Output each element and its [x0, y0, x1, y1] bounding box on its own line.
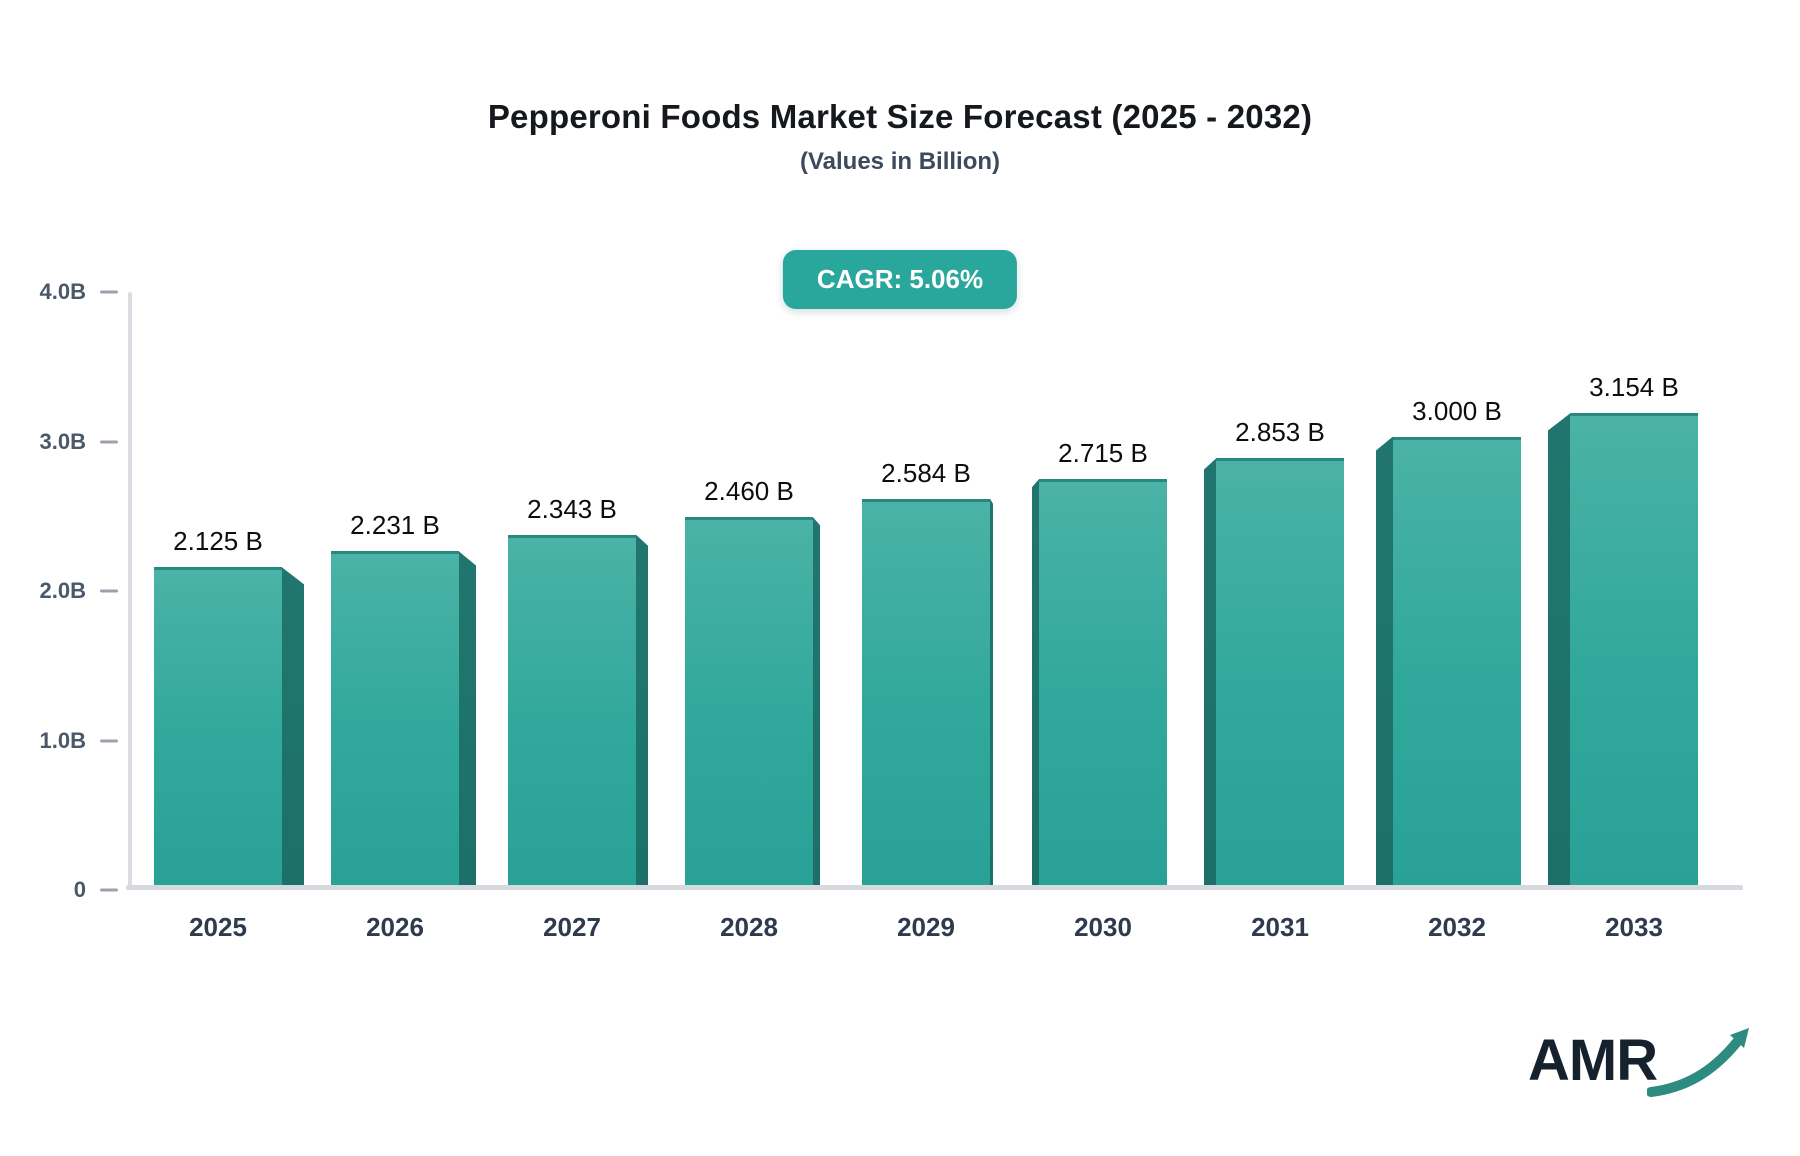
bar-front: [1216, 458, 1344, 885]
y-tick-label: 2.0B: [39, 578, 86, 603]
amr-logo: AMR: [1528, 1028, 1759, 1100]
bar-side: [1548, 413, 1570, 885]
y-tick: [100, 440, 118, 443]
bar-front: [154, 567, 282, 885]
bar-group: 2.460 B: [685, 476, 820, 885]
y-tick: [100, 589, 118, 593]
y-tick-label: 4.0B: [39, 279, 86, 304]
x-tick-label: 2030: [1074, 912, 1132, 942]
bar-side: [459, 551, 476, 885]
bar-side: [1376, 436, 1393, 885]
amr-logo-text: AMR: [1528, 1028, 1658, 1093]
y-tick: [100, 290, 118, 294]
x-tick-label: 2027: [543, 912, 601, 942]
chart-subtitle: (Values in Billion): [799, 148, 1001, 175]
bar-front: [862, 498, 990, 885]
y-axis-line: [128, 292, 132, 890]
growth-arrow-icon: [1647, 1028, 1750, 1097]
bar-front: [508, 534, 636, 885]
x-tick-label: 2028: [720, 912, 778, 942]
x-tick-label: 2029: [897, 912, 955, 942]
bar-front: [1393, 436, 1521, 885]
bar-group: 2.853 B: [1204, 417, 1344, 885]
plot-area: 0 1.0B 2.0B 3.0B 4.0B 2.125 B 2025 2.231 B 2026 2…: [40, 279, 1743, 942]
bar-side: [990, 498, 993, 885]
bar-value-label: 3.000 B: [1412, 395, 1502, 426]
y-tick-label: 1.0B: [39, 727, 86, 753]
bar-front: [331, 551, 459, 885]
y-tick-label: 0: [73, 877, 86, 902]
bar-side: [282, 567, 304, 885]
bar-front: [1570, 413, 1698, 885]
bar-group: 2.343 B: [508, 494, 648, 885]
x-axis-line: [126, 885, 1743, 890]
bar-value-label: 2.343 B: [527, 493, 617, 524]
bar-side: [813, 517, 820, 885]
bar-side: [1204, 458, 1216, 885]
bar-side: [636, 534, 648, 885]
x-tick-label: 2033: [1605, 912, 1663, 942]
bar-value-label: 2.853 B: [1235, 417, 1325, 448]
bar-side: [1032, 479, 1039, 885]
x-tick-label: 2026: [366, 912, 424, 942]
x-tick-label: 2032: [1428, 912, 1486, 942]
bar-value-label: 2.125 B: [173, 526, 263, 557]
bar-value-label: 2.584 B: [881, 457, 971, 488]
bar-group: 2.125 B: [154, 526, 304, 885]
bar-value-label: 3.154 B: [1589, 372, 1679, 403]
bar-front: [1039, 479, 1167, 885]
x-tick-label: 2025: [189, 912, 247, 942]
x-tick-label: 2031: [1251, 912, 1309, 942]
y-tick-label: 3.0B: [39, 428, 86, 454]
bar-value-label: 2.715 B: [1058, 438, 1148, 469]
bar-group: 2.584 B: [862, 458, 993, 885]
bar-group: 2.715 B: [1032, 438, 1167, 885]
chart-title: Pepperoni Foods Market Size Forecast (20…: [487, 98, 1313, 135]
bar-group: 3.000 B: [1376, 396, 1521, 885]
y-tick: [100, 888, 118, 892]
bar-value-label: 2.231 B: [350, 510, 440, 541]
y-tick: [100, 739, 118, 742]
bar-front: [685, 517, 813, 885]
cagr-badge: CAGR: 5.06%: [782, 250, 1018, 309]
bar-group: 3.154 B: [1548, 372, 1698, 885]
bar-group: 2.231 B: [331, 510, 476, 885]
bar-value-label: 2.460 B: [704, 476, 794, 507]
